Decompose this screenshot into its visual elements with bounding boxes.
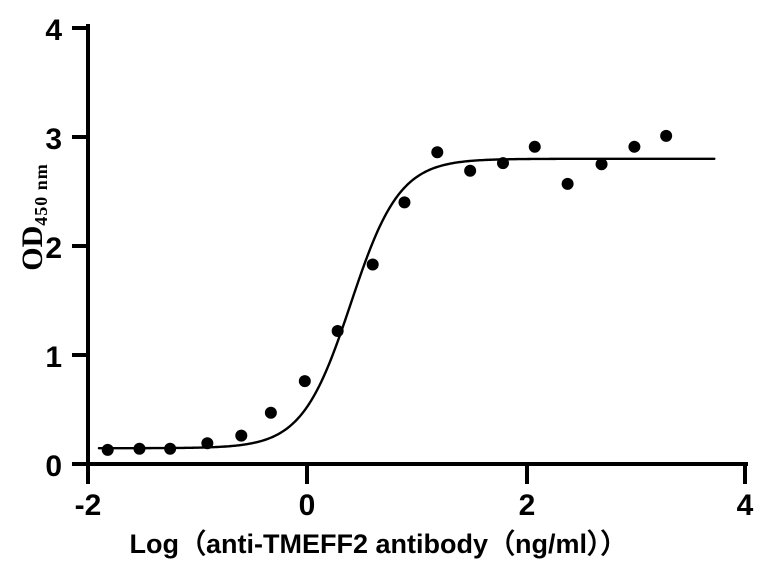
data-point	[595, 158, 608, 171]
data-point	[497, 157, 510, 170]
y-axis-ticks	[72, 26, 88, 466]
y-tick-label-4: 4	[45, 14, 62, 47]
y-axis-title: OD450 nm	[16, 137, 51, 297]
data-point	[431, 146, 444, 159]
data-point	[264, 406, 277, 419]
x-axis-title: Log（anti-TMEFF2 antibody（ng/ml））	[129, 529, 628, 559]
data-point	[101, 443, 114, 456]
data-point	[133, 442, 146, 455]
x-tick-label-4: 4	[737, 489, 754, 522]
y-axis-title-base: OD	[16, 225, 49, 271]
sigmoid-fit-curve	[97, 157, 716, 450]
data-point	[660, 129, 673, 142]
x-tick-label-0: 0	[299, 489, 316, 522]
data-point	[398, 196, 411, 209]
data-point-markers	[101, 129, 673, 456]
y-tick-label-2: 2	[45, 232, 62, 265]
y-tick-label-0: 0	[45, 450, 62, 483]
data-point	[464, 164, 477, 177]
x-tick-label-2: 2	[519, 489, 536, 522]
x-axis-ticks	[86, 464, 747, 484]
y-tick-label-1: 1	[45, 341, 62, 374]
data-point	[331, 325, 344, 338]
data-point	[366, 258, 379, 271]
data-point	[235, 429, 248, 442]
data-point	[528, 140, 541, 153]
data-point	[164, 442, 177, 455]
y-axis-title-subscript: 450 nm	[31, 163, 51, 226]
y-tick-label-3: 3	[45, 123, 62, 156]
data-point	[298, 375, 311, 388]
x-tick-label-neg2: -2	[75, 489, 102, 522]
data-point	[561, 177, 574, 190]
data-point	[201, 437, 214, 450]
data-point	[628, 140, 641, 153]
